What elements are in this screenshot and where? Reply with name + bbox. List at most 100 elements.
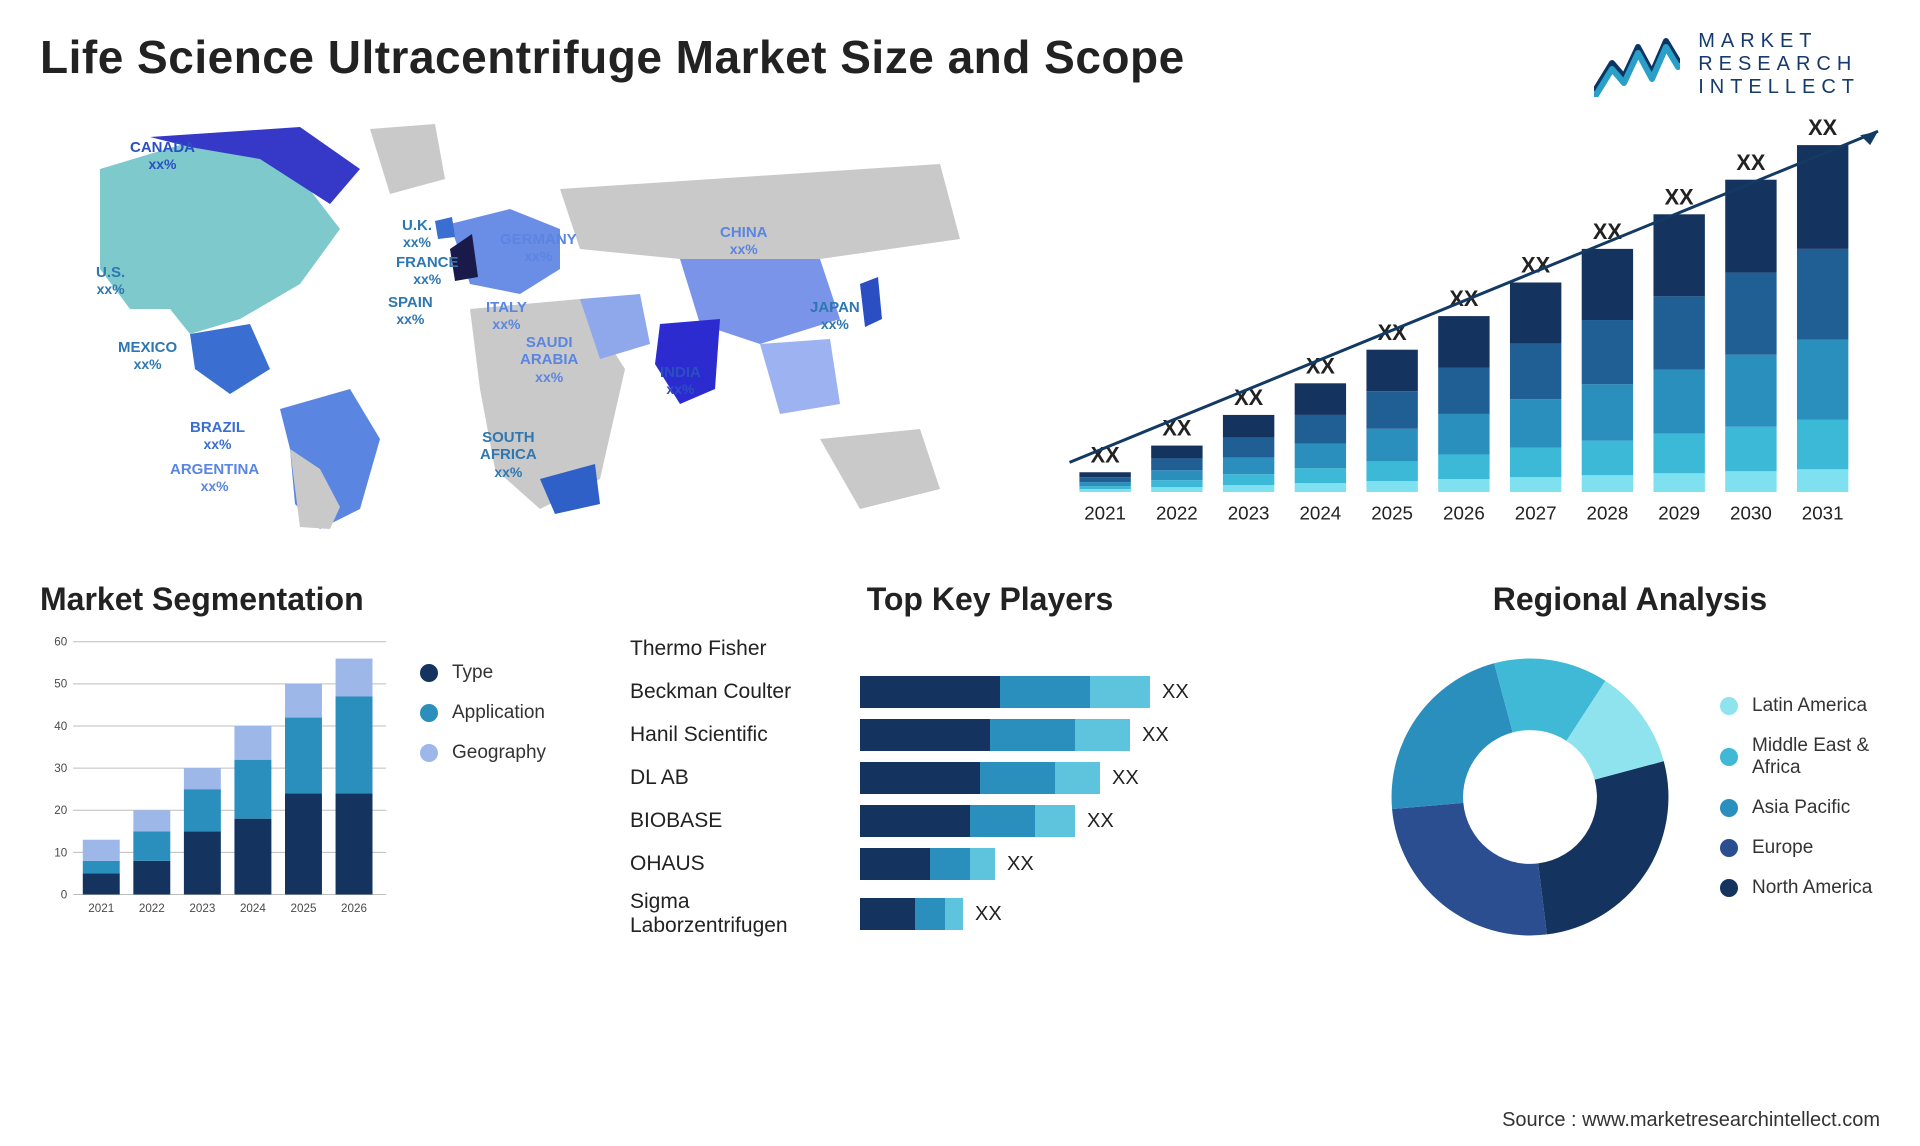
svg-text:2027: 2027 [1515,503,1557,524]
player-name: Beckman Coulter [630,680,850,704]
regional-legend: Latin AmericaMiddle East &AfricaAsia Pac… [1720,695,1872,899]
brand-text: MARKET RESEARCH INTELLECT [1698,30,1860,99]
svg-text:2023: 2023 [1228,503,1270,524]
map-label-brazil: BRAZILxx% [190,419,245,452]
segmentation-title: Market Segmentation [40,581,600,618]
player-bar: XX [860,676,1350,708]
svg-text:2025: 2025 [1371,503,1413,524]
growth-chart: XX 2021 XX 2022 XX 2023 XX 2024 XX 2025 XX 2026 XX 20… [1030,109,1880,539]
segmentation-chart: 0102030405060202120222023202420252026 [40,632,390,924]
page: Life Science Ultracentrifuge Market Size… [0,0,1920,1146]
svg-text:2025: 2025 [291,902,317,915]
svg-text:XX: XX [1378,320,1407,345]
svg-text:XX: XX [1808,115,1837,140]
region-legend-north-america: North America [1720,877,1872,899]
players-title: Top Key Players [630,581,1350,618]
player-row: OHAUS XX [630,847,1350,881]
bottom-row: Market Segmentation 0 10 20 30 40 50 60 2021 202… [40,581,1880,961]
svg-text:2023: 2023 [189,902,215,915]
player-row: Hanil Scientific XX [630,718,1350,752]
player-row: Thermo Fisher [630,632,1350,666]
player-row: BIOBASE XX [630,804,1350,838]
player-bar: XX [860,762,1350,794]
player-name: DL AB [630,766,850,790]
player-bar: XX [860,898,1350,930]
seg-legend-geography: Geography [420,742,546,764]
svg-text:XX: XX [1665,184,1694,209]
map-label-japan: JAPANxx% [810,299,860,332]
svg-text:30: 30 [54,762,67,775]
svg-text:40: 40 [54,720,67,733]
svg-text:2029: 2029 [1658,503,1700,524]
player-row: DL AB XX [630,761,1350,795]
player-bar: XX [860,805,1350,837]
map-label-france: FRANCExx% [396,254,459,287]
map-label-u-s-: U.S.xx% [96,264,125,297]
svg-text:10: 10 [54,846,67,859]
map-label-india: INDIAxx% [660,364,701,397]
svg-text:2024: 2024 [1300,503,1342,524]
player-name: Hanil Scientific [630,723,850,747]
map-label-u-k-: U.K.xx% [402,217,432,250]
source-text: Source : www.marketresearchintellect.com [1502,1109,1880,1132]
svg-text:2021: 2021 [88,902,114,915]
brand-logo: MARKET RESEARCH INTELLECT [1594,30,1880,99]
seg-legend-type: Type [420,662,546,684]
svg-text:XX: XX [1736,150,1765,175]
map-label-spain: SPAINxx% [388,294,433,327]
player-value: XX [1112,767,1139,790]
seg-legend-application: Application [420,702,546,724]
svg-text:20: 20 [54,804,67,817]
players-list: Thermo FisherBeckman CoulterXXHanil Scie… [630,632,1350,924]
player-row: Beckman Coulter XX [630,675,1350,709]
player-name: OHAUS [630,852,850,876]
player-row: Sigma LaborzentrifugenXX [630,890,1350,924]
map-label-south-africa: SOUTHAFRICAxx% [480,429,537,480]
growth-chart-svg: XX 2021 XX 2022 XX 2023 XX 2024 XX 2025 XX 2026 XX 20… [1030,109,1880,539]
map-label-argentina: ARGENTINAxx% [170,461,259,494]
header: Life Science Ultracentrifuge Market Size… [40,30,1880,99]
player-value: XX [1162,681,1189,704]
svg-text:2021: 2021 [1084,503,1126,524]
regional-title: Regional Analysis [1380,581,1880,618]
region-legend-europe: Europe [1720,837,1872,859]
top-row: CANADAxx%U.S.xx%MEXICOxx%BRAZILxx%ARGENT… [40,109,1880,539]
map-label-canada: CANADAxx% [130,139,195,172]
svg-text:60: 60 [54,636,67,649]
map-label-china: CHINAxx% [720,224,768,257]
svg-text:2028: 2028 [1587,503,1629,524]
svg-text:XX: XX [1521,253,1550,278]
svg-text:2022: 2022 [1156,503,1198,524]
player-bar: XX [860,848,1350,880]
segmentation-panel: Market Segmentation 0 10 20 30 40 50 60 2021 202… [40,581,600,961]
svg-text:XX: XX [1593,219,1622,244]
segmentation-legend: Type Application Geography [420,632,546,764]
svg-text:0: 0 [61,888,68,901]
player-name: Thermo Fisher [630,637,850,661]
regional-donut [1380,647,1680,947]
player-name: Sigma Laborzentrifugen [630,890,850,938]
player-value: XX [1007,853,1034,876]
svg-text:2031: 2031 [1802,503,1844,524]
player-value: XX [975,903,1002,926]
player-bar: XX [860,719,1350,751]
brand-icon [1594,33,1680,97]
svg-text:50: 50 [54,678,67,691]
regional-panel: Regional Analysis Latin AmericaMiddle Ea… [1380,581,1880,961]
map-label-germany: GERMANYxx% [500,231,577,264]
map-label-italy: ITALYxx% [486,299,527,332]
svg-text:2026: 2026 [1443,503,1485,524]
region-legend-latin-america: Latin America [1720,695,1872,717]
player-name: BIOBASE [630,809,850,833]
player-bar [860,633,1350,665]
world-map: CANADAxx%U.S.xx%MEXICOxx%BRAZILxx%ARGENT… [40,109,1000,539]
player-value: XX [1142,724,1169,747]
players-panel: Top Key Players Thermo Fisher Beckman Cou… [630,581,1350,961]
svg-text:2026: 2026 [341,902,367,915]
player-value: XX [1087,810,1114,833]
region-legend-asia-pacific: Asia Pacific [1720,797,1872,819]
svg-text:2030: 2030 [1730,503,1772,524]
svg-text:XX: XX [1449,286,1478,311]
svg-text:2022: 2022 [139,902,165,915]
page-title: Life Science Ultracentrifuge Market Size… [40,30,1185,84]
